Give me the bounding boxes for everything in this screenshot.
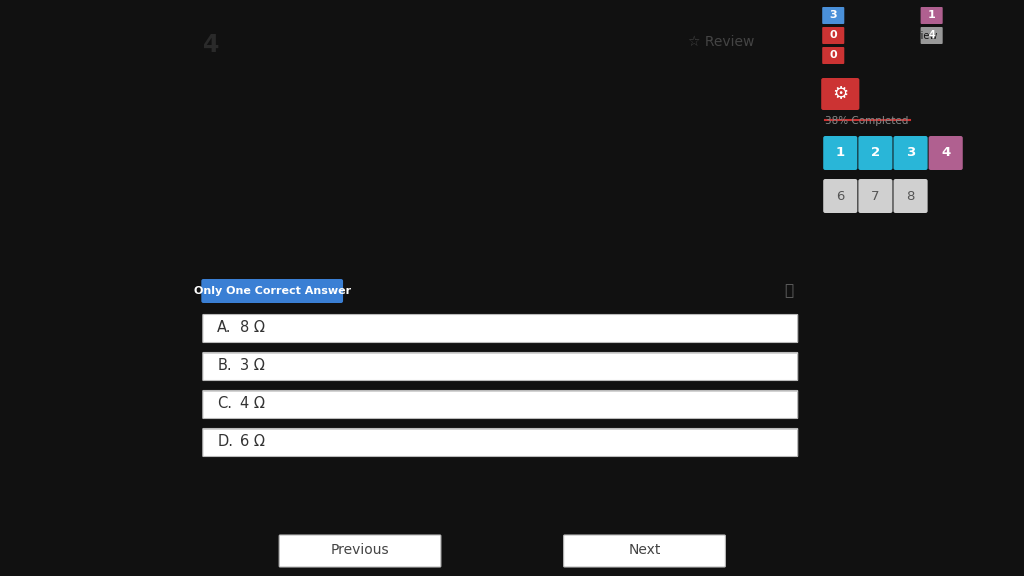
Text: 4: 4 <box>929 31 935 40</box>
Text: ☆ Review: ☆ Review <box>688 35 755 49</box>
Text: Marked for Review: Marked for Review <box>847 31 938 41</box>
Text: 0: 0 <box>829 31 837 40</box>
Text: 38% Completed: 38% Completed <box>825 116 908 126</box>
Text: N: N <box>946 31 953 41</box>
Text: 4 Ω: 4 Ω <box>453 215 472 228</box>
Text: 3 Ω: 3 Ω <box>322 155 342 168</box>
Text: B: B <box>583 169 593 184</box>
Text: Answered: Answered <box>847 11 898 21</box>
Text: 1: 1 <box>928 10 936 21</box>
Text: 2: 2 <box>870 146 880 160</box>
Text: D.: D. <box>217 434 233 449</box>
Text: 4: 4 <box>941 146 950 160</box>
FancyBboxPatch shape <box>203 353 798 381</box>
Text: 3: 3 <box>829 10 837 21</box>
FancyBboxPatch shape <box>929 136 963 170</box>
Text: 8: 8 <box>906 190 914 203</box>
FancyBboxPatch shape <box>203 391 798 419</box>
Text: 6: 6 <box>836 190 845 203</box>
FancyBboxPatch shape <box>821 78 859 110</box>
Text: 0: 0 <box>829 51 837 60</box>
Text: 4 Ω: 4 Ω <box>447 155 468 168</box>
FancyBboxPatch shape <box>894 179 928 213</box>
Text: A: A <box>240 169 250 184</box>
Text: 3: 3 <box>906 146 915 160</box>
FancyBboxPatch shape <box>823 179 857 213</box>
Text: C.: C. <box>217 396 232 411</box>
FancyBboxPatch shape <box>858 136 893 170</box>
FancyBboxPatch shape <box>280 535 441 567</box>
FancyBboxPatch shape <box>203 314 798 343</box>
FancyBboxPatch shape <box>822 7 845 24</box>
FancyBboxPatch shape <box>563 535 725 567</box>
Text: B.: B. <box>217 358 231 373</box>
Text: 1: 1 <box>836 146 845 160</box>
Text: 8 Ω: 8 Ω <box>241 320 265 335</box>
FancyBboxPatch shape <box>202 279 343 303</box>
Text: 6 Ω: 6 Ω <box>241 434 265 449</box>
Text: Answered and Marked for Rev: Answered and Marked for Rev <box>847 51 974 60</box>
FancyBboxPatch shape <box>894 136 928 170</box>
Text: Next: Next <box>629 543 660 557</box>
FancyBboxPatch shape <box>921 27 943 44</box>
Text: 3 Ω: 3 Ω <box>330 120 350 133</box>
Text: ⚙: ⚙ <box>833 85 848 103</box>
Text: 2 Ω: 2 Ω <box>522 155 543 168</box>
Text: ⓘ: ⓘ <box>784 283 794 298</box>
Text: Find the equivalent resistance between points A and B.: Find the equivalent resistance between p… <box>204 67 627 82</box>
Text: Previous: Previous <box>331 543 389 557</box>
Text: 4: 4 <box>204 33 220 57</box>
FancyBboxPatch shape <box>203 429 798 457</box>
Text: 3 Ω: 3 Ω <box>241 358 265 373</box>
Text: 7: 7 <box>871 190 880 203</box>
Text: 12 Ω: 12 Ω <box>449 120 476 133</box>
Text: PHYSICS: PHYSICS <box>863 88 928 100</box>
FancyBboxPatch shape <box>822 27 845 44</box>
Text: A.: A. <box>217 320 231 335</box>
Text: Only One Correct Answer: Only One Correct Answer <box>194 286 351 296</box>
FancyBboxPatch shape <box>822 47 845 64</box>
FancyBboxPatch shape <box>858 179 893 213</box>
Text: 4 Ω: 4 Ω <box>241 396 265 411</box>
FancyBboxPatch shape <box>823 136 857 170</box>
FancyBboxPatch shape <box>921 7 943 24</box>
Text: 3 Ω: 3 Ω <box>330 215 350 228</box>
Text: Not Answ: Not Answ <box>946 11 995 21</box>
